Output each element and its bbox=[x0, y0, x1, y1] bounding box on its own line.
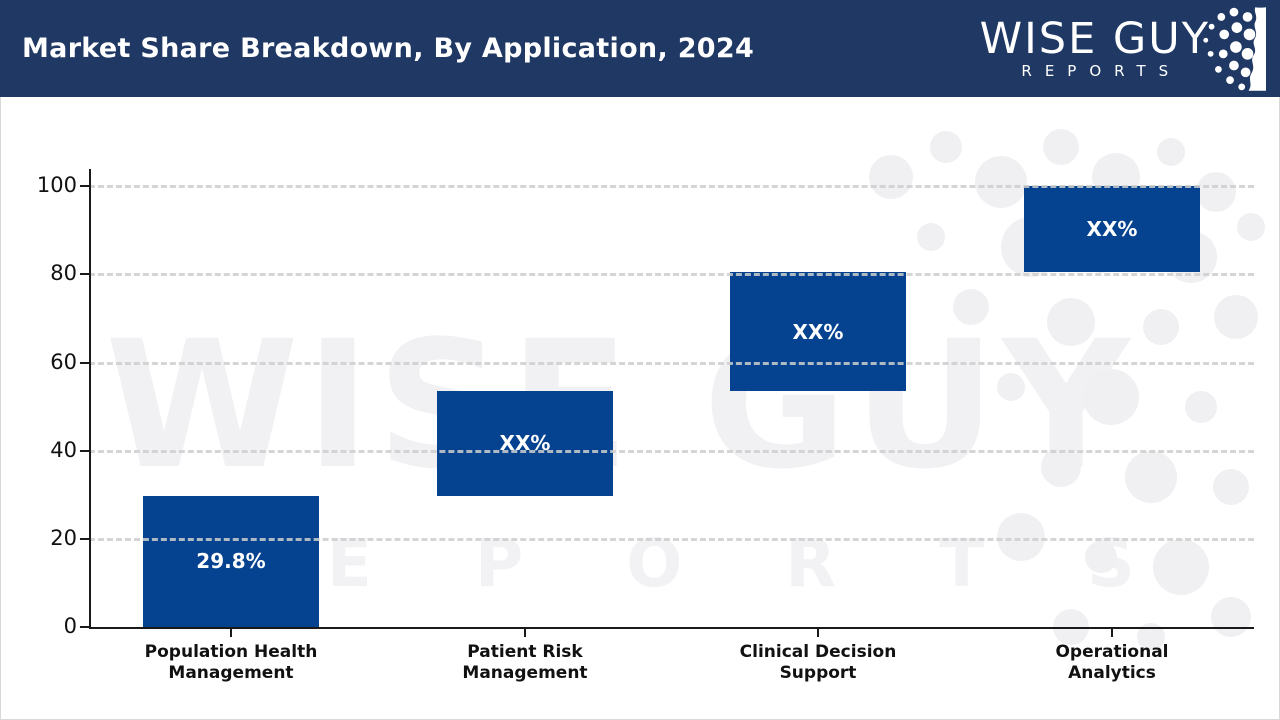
y-axis-tick-label: 0 bbox=[63, 614, 77, 638]
logo-brand-name: WISE GUY bbox=[979, 14, 1210, 64]
bar-segment: XX% bbox=[437, 391, 613, 496]
y-axis-tick-label: 60 bbox=[50, 349, 77, 374]
logo-brand-subtitle: REPORTS bbox=[1021, 62, 1182, 80]
gridline bbox=[89, 273, 1254, 277]
dotted-head-profile-icon bbox=[1203, 6, 1266, 91]
y-axis-tick-label: 100 bbox=[36, 173, 77, 198]
page-title: Market Share Breakdown, By Application, … bbox=[22, 33, 755, 64]
y-axis-line bbox=[89, 169, 91, 629]
gridline bbox=[89, 537, 1254, 541]
category-label: Population Health Management bbox=[144, 642, 318, 683]
y-axis-tick bbox=[80, 626, 89, 628]
logo-text: WISE GUY REPORTS bbox=[980, 18, 1210, 79]
y-axis-tick bbox=[80, 537, 89, 540]
plot-region: 29.8% XX% XX% XX% 0 20 40 60 80 100 Population Hea… bbox=[1, 97, 1279, 719]
y-axis-tick-label: 40 bbox=[50, 437, 77, 462]
y-axis-tick-label: 80 bbox=[50, 261, 77, 286]
y-axis-tick bbox=[80, 449, 89, 452]
bar-value-label: 29.8% bbox=[196, 549, 266, 574]
gridline bbox=[89, 185, 1254, 189]
x-axis-tick bbox=[817, 629, 819, 637]
x-axis-tick bbox=[1111, 629, 1113, 637]
y-axis-tick bbox=[80, 361, 89, 364]
watermark-text-line2: R E P O R T S bbox=[173, 525, 1175, 602]
bar-value-label: XX% bbox=[1086, 217, 1138, 242]
chart-area: WISE GUY R E P O R T S 29.8% XX% XX% XX% 0 20… bbox=[0, 97, 1280, 720]
y-axis-tick bbox=[80, 185, 89, 188]
bar-segment: XX% bbox=[730, 272, 906, 392]
bar-segment: XX% bbox=[1024, 186, 1200, 273]
category-label: Operational Analytics bbox=[1055, 642, 1169, 683]
x-axis-tick bbox=[230, 629, 232, 637]
gridline bbox=[89, 449, 1254, 453]
x-axis-tick bbox=[524, 629, 526, 637]
y-axis-tick-label: 20 bbox=[50, 525, 77, 550]
gridline bbox=[89, 361, 1254, 365]
category-label: Clinical Decision Support bbox=[739, 642, 897, 683]
chart-header: Market Share Breakdown, By Application, … bbox=[0, 0, 1280, 97]
wise-guy-logo: WISE GUY REPORTS bbox=[980, 5, 1266, 93]
bar-value-label: XX% bbox=[792, 319, 844, 344]
bar-segment: 29.8% bbox=[143, 495, 319, 627]
category-label: Patient Risk Management bbox=[462, 642, 588, 683]
x-axis-line bbox=[89, 627, 1254, 629]
watermark-text-line1: WISE GUY bbox=[105, 303, 1136, 508]
y-axis-tick bbox=[80, 273, 89, 276]
